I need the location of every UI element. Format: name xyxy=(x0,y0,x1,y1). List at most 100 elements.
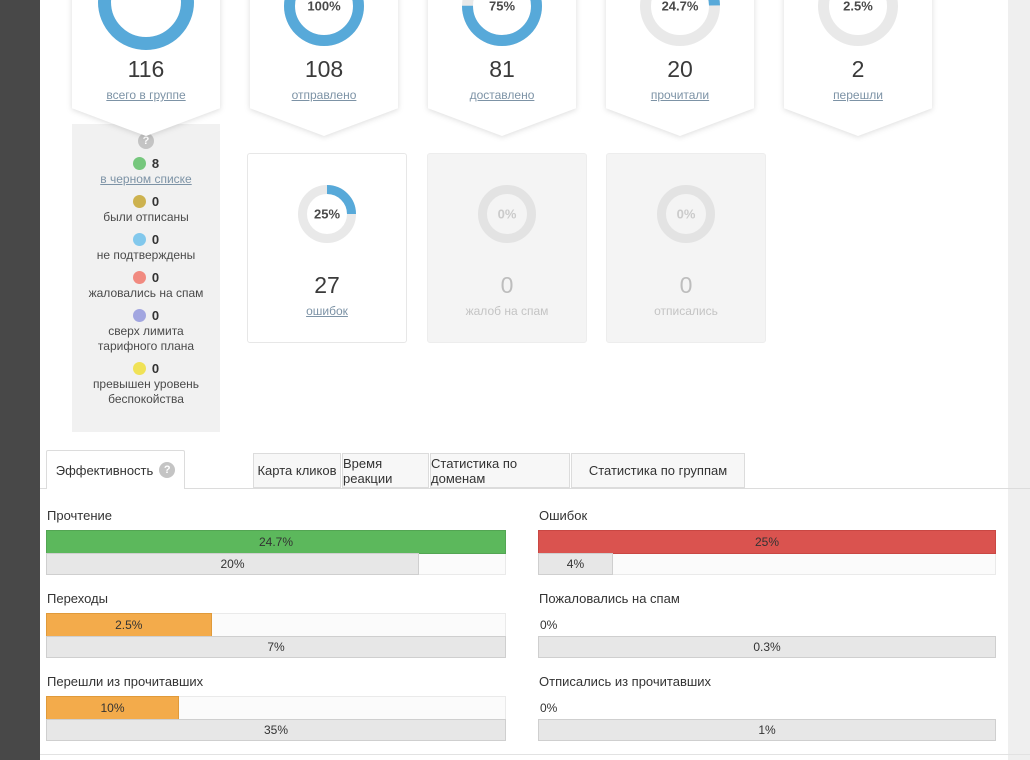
tab-effectiveness[interactable]: Эффективность? xyxy=(46,450,185,489)
card-shape xyxy=(428,0,576,136)
stat-card-sent: 100% 108 отправлено xyxy=(250,0,398,136)
metric-block: Перешли из прочитавших 10% 35% xyxy=(46,674,506,741)
compare-bar-track: 4% xyxy=(538,553,996,575)
legend-item: 0 превышен уровень беспокойства xyxy=(72,361,220,407)
legend-value: 0 xyxy=(151,308,160,323)
stat-link-delivered[interactable]: доставлено xyxy=(469,88,535,102)
stat-value: 81 xyxy=(489,56,515,82)
tab-domain-stats[interactable]: Статистика по доменам xyxy=(430,453,570,488)
legend-item: 0 были отписаны xyxy=(72,194,220,225)
card-shape xyxy=(250,0,398,136)
help-icon[interactable]: ? xyxy=(138,133,154,149)
help-icon[interactable]: ? xyxy=(159,462,176,478)
tab-label: Статистика по группам xyxy=(588,463,728,478)
value-bar-track: 10% xyxy=(46,696,506,720)
donut-chart: 0% xyxy=(657,185,715,243)
stat-card-delivered: 75% 81 доставлено xyxy=(428,0,576,136)
legend-dot-icon xyxy=(132,233,146,246)
card-shape xyxy=(784,0,932,136)
value-bar-fill: 24.7% xyxy=(46,530,506,554)
metric-label: Прочтение xyxy=(47,508,112,523)
compare-bar-fill: 0.3% xyxy=(538,636,996,658)
legend-dot-icon xyxy=(132,309,146,322)
metric-block: Переходы 2.5% 7% xyxy=(46,591,506,658)
donut-chart: 25% xyxy=(298,185,356,243)
stat-value: 27 xyxy=(314,272,340,298)
metric-label: Пожаловались на спам xyxy=(539,591,680,606)
stat-card-unsubscribed: 0% 0 отписались xyxy=(606,153,766,343)
legend-link[interactable]: в черном списке xyxy=(100,172,192,186)
stat-link-errors[interactable]: ошибок xyxy=(306,304,348,318)
donut-percent: 24.7% xyxy=(661,0,699,14)
donut-chart: 24.7% xyxy=(640,0,720,46)
value-bar-fill: 25% xyxy=(538,530,996,554)
tab-label: Время реакции xyxy=(343,455,393,486)
stat-label: отписались xyxy=(654,304,718,318)
donut-chart: 100% xyxy=(284,0,364,46)
bottom-divider xyxy=(40,754,1030,755)
tab-group-stats[interactable]: Статистика по группам xyxy=(571,453,745,488)
compare-bar-fill: 7% xyxy=(46,636,506,658)
stat-value: 0 xyxy=(679,272,693,298)
tab-reaction-time[interactable]: Время реакции xyxy=(342,453,429,488)
legend-label: превышен уровень беспокойства xyxy=(92,377,200,406)
card-shape xyxy=(606,0,754,136)
legend-value: 8 xyxy=(151,156,160,171)
legend-value: 0 xyxy=(151,270,160,285)
legend-item: 0 сверх лимита тарифного плана xyxy=(72,308,220,354)
tab-label: Эффективность xyxy=(55,462,154,478)
legend-label: жаловались на спам xyxy=(88,286,204,300)
tab-label: Статистика по доменам xyxy=(431,455,518,486)
value-bar-fill: 10% xyxy=(46,696,179,720)
compare-bar-track: 0.3% xyxy=(538,636,996,658)
legend-item: 8 в черном списке xyxy=(72,156,220,187)
value-bar-track: 25% xyxy=(538,530,996,554)
stat-card-total: 116 всего в группе xyxy=(72,0,220,136)
card-shape xyxy=(72,0,220,136)
donut-percent: 75% xyxy=(488,0,516,14)
stat-value: 116 xyxy=(127,56,165,82)
legend-label: не подтверждены xyxy=(96,248,196,262)
donut-percent: 0% xyxy=(676,206,696,222)
tab-click-map[interactable]: Карта кликов xyxy=(253,453,341,488)
stat-value: 0 xyxy=(500,272,514,298)
stat-link-sent[interactable]: отправлено xyxy=(291,88,357,102)
legend-dot-icon xyxy=(132,195,146,208)
stat-link-clicked[interactable]: перешли xyxy=(833,88,883,102)
value-zero-label: 0% xyxy=(540,618,558,632)
legend-label: сверх лимита тарифного плана xyxy=(97,324,195,353)
metric-label: Переходы xyxy=(47,591,108,606)
stat-link-total[interactable]: всего в группе xyxy=(106,88,186,102)
donut-percent: 25% xyxy=(313,206,341,222)
compare-bar-track: 20% xyxy=(46,553,506,575)
legend-value: 0 xyxy=(151,361,160,376)
collapsed-sidebar xyxy=(0,0,40,760)
value-bar-track: 2.5% xyxy=(46,613,506,637)
legend-value: 0 xyxy=(151,194,160,209)
donut-chart: 0% xyxy=(478,185,536,243)
value-bar-track: 24.7% xyxy=(46,530,506,554)
stat-link-read[interactable]: прочитали xyxy=(650,88,710,102)
compare-bar-track: 1% xyxy=(538,719,996,741)
legend-dot-icon xyxy=(132,157,146,170)
stat-value: 108 xyxy=(304,56,344,82)
stat-card-clicked: 2.5% 2 перешли xyxy=(784,0,932,136)
compare-bar-fill: 20% xyxy=(46,553,419,575)
legend-dot-icon xyxy=(132,362,146,375)
value-zero-label: 0% xyxy=(540,701,558,715)
metric-block: Пожаловались на спам 0% 0.3% xyxy=(538,591,996,658)
stat-card-read: 24.7% 20 прочитали xyxy=(606,0,754,136)
donut-chart: 2.5% xyxy=(818,0,898,46)
compare-bar-fill: 1% xyxy=(538,719,996,741)
donut-chart: 75% xyxy=(462,0,542,46)
compare-bar-track: 35% xyxy=(46,719,506,741)
compare-bar-track: 7% xyxy=(46,636,506,658)
legend-item: 0 жаловались на спам xyxy=(72,270,220,301)
donut-percent: 2.5% xyxy=(843,0,873,14)
legend-dot-icon xyxy=(132,271,146,284)
donut-percent: 100% xyxy=(307,0,341,14)
metric-block: Отписались из прочитавших 0% 1% xyxy=(538,674,996,741)
legend-item: 0 не подтверждены xyxy=(72,232,220,263)
metric-label: Отписались из прочитавших xyxy=(539,674,712,689)
tab-label: Карта кликов xyxy=(257,463,337,478)
